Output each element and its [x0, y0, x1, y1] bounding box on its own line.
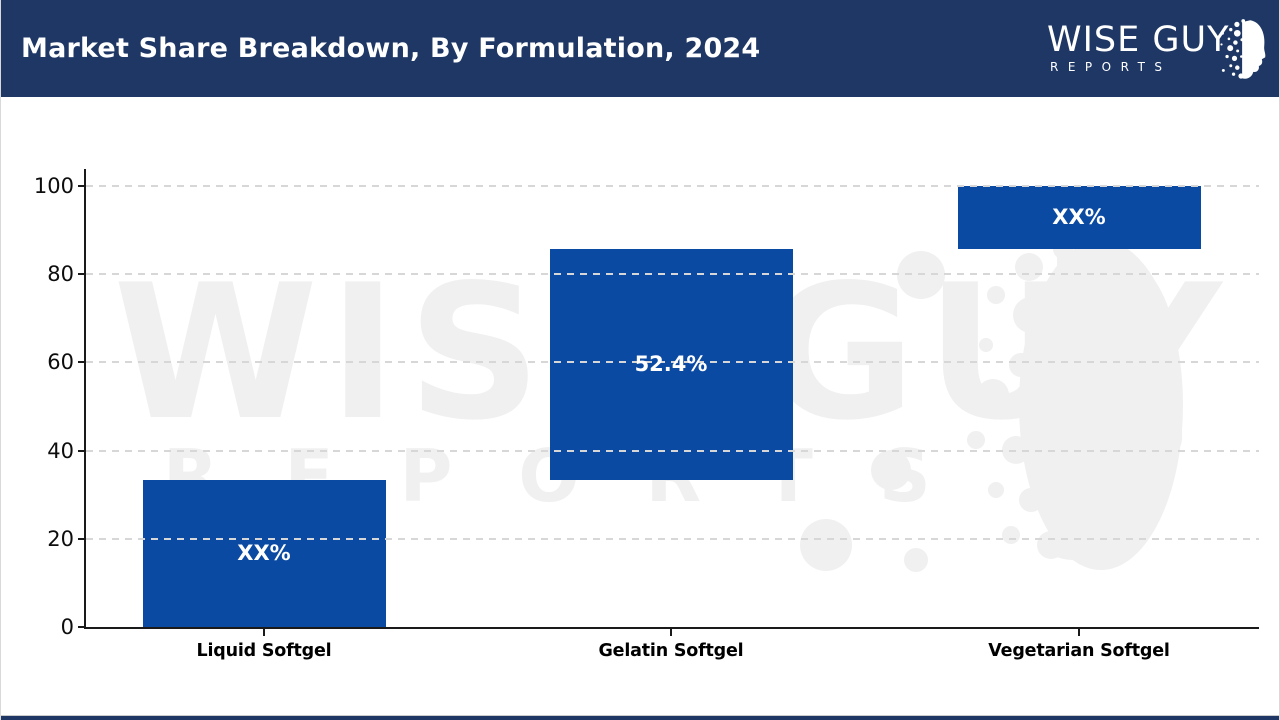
bar-value-label: XX%	[237, 541, 291, 566]
y-tick-mark	[78, 361, 86, 364]
gridline-80	[86, 273, 1259, 276]
x-category-label: Liquid Softgel	[196, 641, 332, 661]
y-tick-label: 20	[47, 526, 74, 551]
page-title: Market Share Breakdown, By Formulation, …	[21, 33, 761, 64]
bar-value-label: 52.4%	[634, 352, 708, 377]
wiseguy-face-icon	[1220, 19, 1266, 79]
y-tick-label: 80	[47, 262, 74, 287]
y-tick-label: 100	[33, 174, 74, 198]
y-axis-spine	[84, 169, 86, 629]
header-bar: Market Share Breakdown, By Formulation, …	[1, 0, 1279, 97]
bar-gelatin-softgel	[549, 248, 793, 480]
y-tick-mark	[78, 626, 86, 628]
watermark-face-icon	[800, 239, 1183, 572]
x-category-label: Gelatin Softgel	[598, 641, 744, 661]
x-tick-mark	[1078, 628, 1080, 636]
y-tick-mark	[78, 449, 86, 452]
x-tick-mark	[670, 628, 672, 636]
gridline-40	[86, 449, 1259, 452]
gridline-60	[86, 361, 1259, 364]
footer-bar	[1, 716, 1279, 720]
logo-wiseguy-label: WISE GUY	[1047, 20, 1230, 60]
y-tick-label: 40	[47, 438, 74, 463]
y-tick-label: 60	[47, 350, 74, 375]
bar-value-label: XX%	[1052, 205, 1106, 230]
y-tick-mark	[78, 537, 86, 540]
bottom-hairline	[1, 715, 1279, 716]
x-category-label: Vegetarian Softgel	[988, 641, 1170, 661]
gridline-100	[86, 185, 1259, 187]
chart-plot-area: XX% 52.4% XX% 0 20 40 60 80 100 Liquid Softgel Gel…	[1, 97, 1279, 716]
logo-reports-label: REPORTS	[1050, 60, 1172, 74]
gridline-20	[86, 537, 1259, 540]
x-tick-mark	[263, 628, 265, 636]
bar-vegetarian-softgel	[957, 186, 1201, 249]
y-tick-mark	[78, 185, 86, 187]
x-axis-spine	[84, 627, 1259, 629]
y-tick-label: 0	[60, 615, 74, 639]
wiseguy-logo: WISE GUY REPORTS	[1019, 6, 1267, 92]
bar-liquid-softgel	[142, 479, 386, 627]
y-tick-mark	[78, 273, 86, 276]
